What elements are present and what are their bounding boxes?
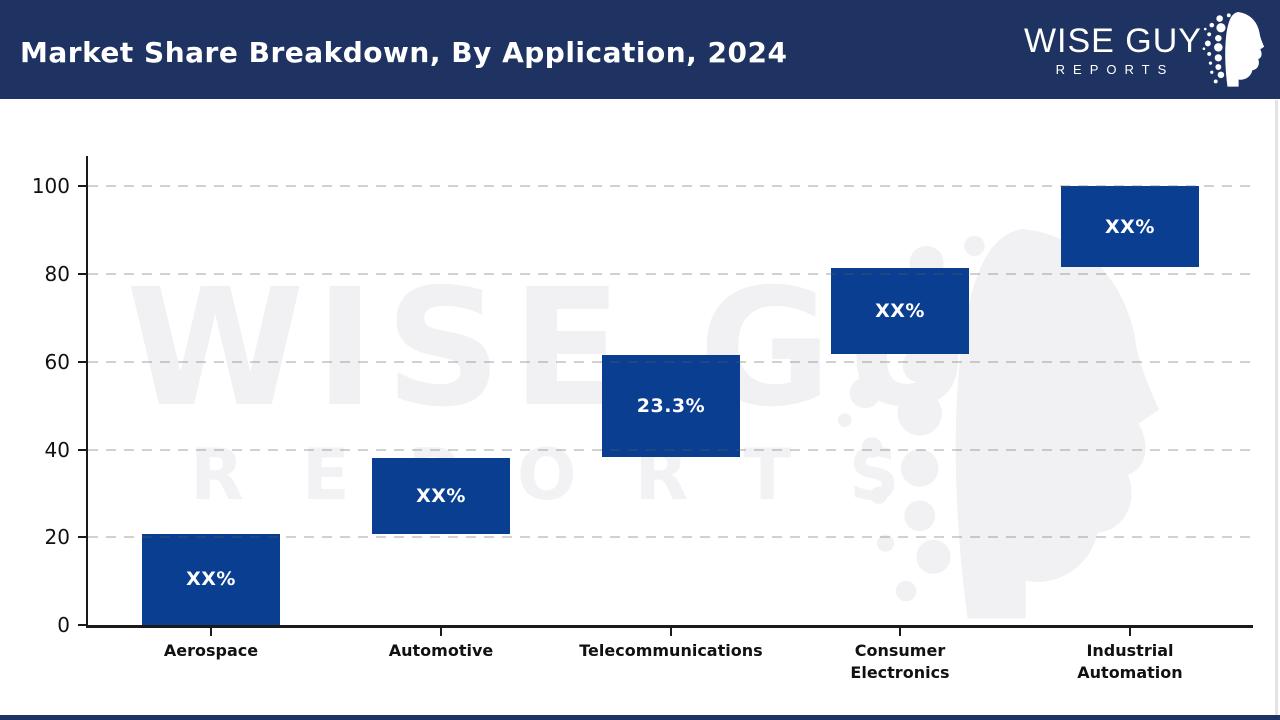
y-tick-mark-60 xyxy=(78,360,86,363)
bar-value-label: XX% xyxy=(875,299,925,322)
y-tick-mark-20 xyxy=(78,536,86,539)
category-label: Aerospace xyxy=(163,641,259,660)
brand-logo-text: WISE GUY REPORTS xyxy=(1024,24,1202,77)
bar-value-label: XX% xyxy=(186,568,236,591)
gridline-y-40 xyxy=(88,448,1253,451)
category-label: Automotive xyxy=(388,641,494,660)
brand-name: WISE GUY xyxy=(1023,21,1202,60)
bar-segment: XX% xyxy=(141,533,281,625)
gridline-y-100 xyxy=(88,185,1253,188)
bar-segment: 23.3% xyxy=(601,354,740,457)
y-tick-mark-80 xyxy=(78,273,86,276)
bar-segment: XX% xyxy=(1060,186,1199,268)
x-axis-line xyxy=(86,625,1253,628)
category-label: Industrial Automation xyxy=(1077,641,1183,682)
category-label: Consumer Electronics xyxy=(850,641,950,682)
x-tick-mark-1 xyxy=(439,628,442,636)
y-tick-label-80: 80 xyxy=(44,262,70,287)
brand-subname: REPORTS xyxy=(1055,61,1175,77)
watermark-text-secondary: REPORTS xyxy=(190,434,958,516)
bar-segment: XX% xyxy=(830,267,970,354)
x-tick-mark-0 xyxy=(210,628,213,636)
x-tick-mark-2 xyxy=(669,628,672,636)
y-axis-line xyxy=(86,156,88,625)
y-tick-mark-0 xyxy=(78,624,86,626)
bar-value-label: XX% xyxy=(416,484,466,507)
dotted-head-logo-icon xyxy=(1200,8,1272,92)
y-tick-label-20: 20 xyxy=(44,525,70,550)
bar-value-label: 23.3% xyxy=(636,394,706,417)
brand-logo: WISE GUY REPORTS xyxy=(1024,6,1272,94)
y-tick-mark-40 xyxy=(78,448,86,451)
bar-value-label: XX% xyxy=(1105,215,1155,238)
gridline-y-20 xyxy=(88,536,1253,539)
plot-area: 0 20 40 60 80 100 XX% Aerospace XX% Automotive 23.… xyxy=(32,156,1253,682)
y-tick-label-40: 40 xyxy=(44,437,70,462)
category-label: Telecommunications xyxy=(579,641,763,660)
footer-bar xyxy=(0,715,1280,720)
y-tick-label-0: 0 xyxy=(57,613,70,637)
x-tick-mark-4 xyxy=(1128,628,1131,636)
gridline-y-60 xyxy=(88,360,1253,363)
gridline-y-80 xyxy=(88,273,1253,276)
bar-segment: XX% xyxy=(371,457,511,534)
y-tick-label-100: 100 xyxy=(31,174,70,199)
page-title: Market Share Breakdown, By Application, … xyxy=(20,36,788,69)
x-tick-mark-3 xyxy=(899,628,901,636)
y-tick-mark-100 xyxy=(78,185,86,188)
right-edge-divider xyxy=(1275,100,1278,715)
header: Market Share Breakdown, By Application, … xyxy=(0,0,1280,99)
y-tick-label-60: 60 xyxy=(44,349,70,374)
